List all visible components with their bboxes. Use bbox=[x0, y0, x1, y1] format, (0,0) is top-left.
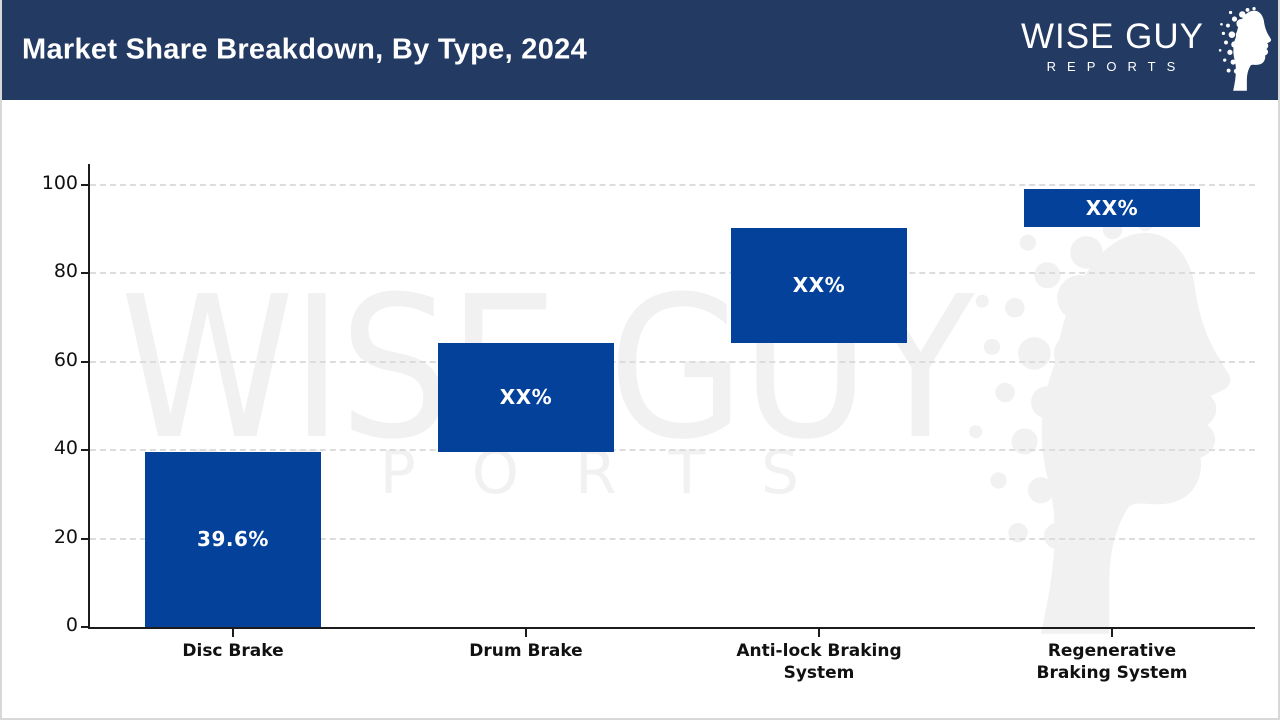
gridline-100 bbox=[90, 183, 1255, 186]
bar-regenerative-braking-system: XX% bbox=[1024, 189, 1200, 228]
x-tick-disc-brake bbox=[232, 629, 234, 637]
x-category-label-anti-lock-braking-system: Anti-lock Braking System bbox=[699, 640, 939, 684]
y-tick-0 bbox=[81, 626, 89, 628]
x-category-label-regenerative-braking-system: Regenerative Braking System bbox=[992, 640, 1232, 684]
x-category-label-line: System bbox=[783, 663, 855, 683]
gridline-40 bbox=[90, 449, 1255, 451]
x-category-label-line: Disc Brake bbox=[182, 641, 284, 661]
x-category-label-line: Regenerative bbox=[1047, 641, 1177, 661]
y-tick-label-40: 40 bbox=[53, 437, 78, 459]
bar-value-label-disc-brake: 39.6% bbox=[197, 527, 269, 552]
y-tick-20 bbox=[81, 537, 89, 540]
x-axis-spine bbox=[88, 627, 1255, 629]
page-title: Market Share Breakdown, By Type, 2024 bbox=[22, 33, 588, 66]
y-tick-label-20: 20 bbox=[53, 525, 78, 548]
x-category-label-disc-brake: Disc Brake bbox=[113, 640, 353, 662]
logo-face-dots-icon bbox=[1218, 6, 1272, 91]
y-tick-40 bbox=[81, 449, 89, 451]
bar-value-label-drum-brake: XX% bbox=[499, 385, 553, 410]
y-tick-label-100: 100 bbox=[41, 171, 78, 194]
logo-reports-text: REPORTS bbox=[1046, 59, 1187, 74]
x-category-label-line: Anti-lock Braking bbox=[736, 641, 902, 661]
bar-value-label-anti-lock-braking-system: XX% bbox=[792, 273, 846, 298]
y-axis-spine bbox=[88, 164, 90, 629]
header-bar: Market Share Breakdown, By Type, 2024 WI… bbox=[2, 0, 1278, 100]
x-tick-regenerative-braking-system bbox=[1111, 629, 1113, 637]
gridline-80 bbox=[90, 272, 1255, 274]
y-tick-100 bbox=[81, 183, 89, 186]
y-tick-80 bbox=[81, 272, 89, 274]
bar-drum-brake: XX% bbox=[438, 342, 614, 452]
bar-disc-brake: 39.6% bbox=[145, 451, 321, 627]
y-tick-60 bbox=[81, 360, 89, 363]
gridline-60 bbox=[90, 360, 1255, 363]
x-tick-drum-brake bbox=[525, 629, 527, 637]
x-category-label-drum-brake: Drum Brake bbox=[406, 640, 646, 662]
logo-wordmark: WISE GUY bbox=[1020, 17, 1204, 56]
bar-value-label-regenerative-braking-system: XX% bbox=[1085, 196, 1139, 221]
wise-guy-reports-logo: WISE GUY REPORTS bbox=[1020, 17, 1204, 75]
x-category-label-line: Braking System bbox=[1036, 663, 1188, 683]
y-tick-label-60: 60 bbox=[53, 348, 78, 371]
gridline-20 bbox=[90, 537, 1255, 540]
y-tick-label-80: 80 bbox=[53, 260, 78, 282]
bar-anti-lock-braking-system: XX% bbox=[731, 227, 907, 343]
y-tick-label-0: 0 bbox=[65, 614, 78, 636]
x-tick-anti-lock-braking-system bbox=[818, 629, 820, 637]
x-category-label-line: Drum Brake bbox=[469, 641, 583, 661]
